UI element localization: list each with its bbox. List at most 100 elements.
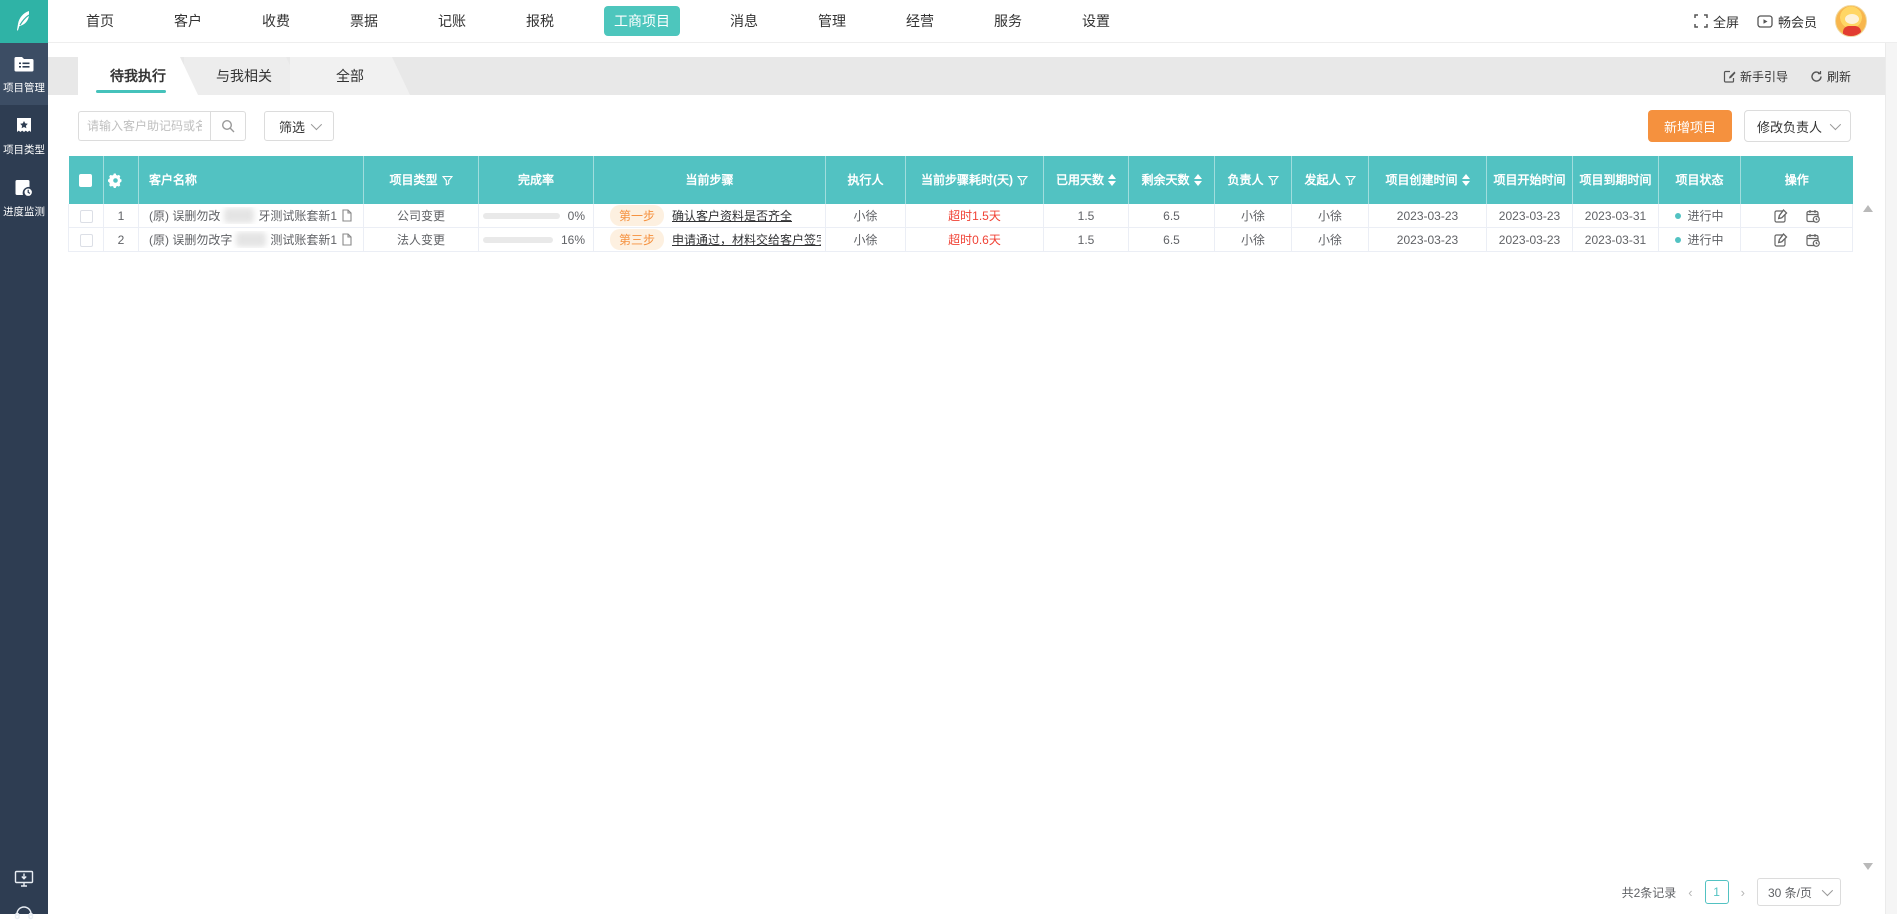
col-customer-name: 客户名称	[149, 173, 197, 187]
step-elapsed-overdue: 超时1.5天	[948, 209, 1001, 223]
nav-item-customers[interactable]: 客户	[164, 6, 212, 36]
initiator: 小徐	[1318, 233, 1342, 247]
filter-funnel-icon[interactable]	[1017, 175, 1028, 186]
beginner-guide-button[interactable]: 新手引导	[1723, 68, 1788, 85]
initiator: 小徐	[1318, 209, 1342, 223]
customer-name: 牙测试账套新1	[258, 207, 337, 224]
col-actions: 操作	[1785, 173, 1809, 187]
row-checkbox[interactable]	[80, 210, 93, 223]
chevron-down-icon	[311, 119, 322, 130]
nav-item-tax[interactable]: 报税	[516, 6, 564, 36]
nav-item-operations[interactable]: 经营	[896, 6, 944, 36]
remaining-days: 6.5	[1163, 233, 1180, 247]
sidebar-item-progress-monitor[interactable]: 进度监测	[0, 167, 48, 229]
filter-funnel-icon[interactable]	[442, 175, 453, 186]
calendar-clock-icon[interactable]	[1806, 209, 1820, 223]
chevron-down-icon	[1830, 119, 1841, 130]
sidebar-item-label: 进度监测	[3, 203, 45, 218]
download-client-icon[interactable]	[14, 870, 34, 888]
step-link[interactable]: 确认客户资料是否齐全	[672, 207, 792, 224]
page-scrollbar[interactable]	[1885, 43, 1897, 914]
col-status: 项目状态	[1675, 173, 1723, 187]
redaction-blur	[224, 208, 254, 223]
edit-icon[interactable]	[1774, 209, 1788, 223]
fullscreen-icon	[1694, 14, 1708, 28]
sort-icon[interactable]	[1108, 174, 1116, 186]
col-owner: 负责人	[1227, 171, 1263, 189]
nav-item-home[interactable]: 首页	[76, 6, 124, 36]
page-number-button[interactable]: 1	[1705, 880, 1729, 904]
sort-icon[interactable]	[1194, 174, 1202, 186]
new-project-button[interactable]: 新增项目	[1648, 110, 1732, 142]
refresh-button[interactable]: 刷新	[1810, 68, 1851, 85]
filter-funnel-icon[interactable]	[1345, 175, 1356, 186]
scroll-down-arrow-icon[interactable]	[1863, 863, 1873, 870]
page-size-select[interactable]: 30 条/页	[1757, 878, 1841, 906]
top-navbar: 首页 客户 收费 票据 记账 报税 工商项目 消息 管理 经营 服务 设置 全屏	[0, 0, 1897, 43]
sidebar-item-project-types[interactable]: 项目类型	[0, 105, 48, 167]
support-headset-icon[interactable]	[14, 904, 34, 920]
prev-page-icon[interactable]: ‹	[1686, 885, 1694, 900]
refresh-icon	[1810, 70, 1823, 83]
nav-item-business-projects[interactable]: 工商项目	[604, 6, 680, 36]
sort-icon[interactable]	[1462, 174, 1470, 186]
next-page-icon[interactable]: ›	[1739, 885, 1747, 900]
row-index: 1	[118, 209, 125, 223]
nav-item-services[interactable]: 服务	[984, 6, 1032, 36]
table-header-row: 客户名称 项目类型 完成率 当前步骤 执行人 当前步骤耗时(天) 已用天数 剩余…	[69, 156, 1853, 204]
app-logo[interactable]	[0, 0, 48, 43]
customer-name: 测试账套新1	[270, 231, 337, 248]
search-button[interactable]	[210, 111, 246, 141]
nav-item-management[interactable]: 管理	[808, 6, 856, 36]
step-link[interactable]: 申请通过，材料交给客户签字	[672, 231, 821, 248]
scroll-up-arrow-icon[interactable]	[1863, 205, 1873, 212]
project-type: 公司变更	[397, 209, 445, 223]
col-due-time: 项目到期时间	[1579, 173, 1651, 187]
nav-item-messages[interactable]: 消息	[720, 6, 768, 36]
tab-pending-my-action[interactable]: 待我执行	[78, 57, 198, 95]
customer-search-input[interactable]	[78, 111, 210, 141]
tab-related-to-me[interactable]: 与我相关	[184, 57, 304, 95]
executor: 小徐	[853, 233, 877, 247]
nav-item-bookkeeping[interactable]: 记账	[428, 6, 476, 36]
project-type: 法人变更	[397, 233, 445, 247]
modify-owner-button[interactable]: 修改负责人	[1744, 110, 1851, 142]
document-icon[interactable]	[341, 233, 353, 246]
calendar-clock-icon[interactable]	[1806, 233, 1820, 247]
customer-name: (原) 误删勿改	[149, 207, 220, 224]
nav-item-settings[interactable]: 设置	[1072, 6, 1120, 36]
row-checkbox[interactable]	[80, 234, 93, 247]
status-dot	[1675, 213, 1681, 219]
tab-all[interactable]: 全部	[290, 57, 410, 95]
select-all-checkbox[interactable]	[79, 174, 92, 187]
table-row: 1 (原) 误删勿改 牙测试账套新1	[69, 204, 1853, 228]
nav-item-billing[interactable]: 收费	[252, 6, 300, 36]
sidebar-item-project-management[interactable]: 项目管理	[0, 43, 48, 105]
guide-label: 新手引导	[1740, 68, 1788, 85]
edit-icon[interactable]	[1774, 233, 1788, 247]
column-settings-gear-icon[interactable]	[108, 173, 134, 188]
executor: 小徐	[853, 209, 877, 223]
filter-funnel-icon[interactable]	[1268, 175, 1279, 186]
start-date: 2023-03-23	[1499, 233, 1560, 247]
record-count: 共2条记录	[1622, 884, 1677, 901]
member-button[interactable]: 畅会员	[1757, 12, 1817, 31]
left-sidebar: 项目管理 项目类型 进度监测	[0, 43, 48, 914]
search-icon	[221, 119, 235, 133]
user-avatar[interactable]	[1835, 5, 1867, 37]
due-date: 2023-03-31	[1585, 233, 1646, 247]
col-executor: 执行人	[847, 173, 883, 187]
table-row: 2 (原) 误删勿改字 测试账套新1	[69, 228, 1853, 252]
tab-strip: 待我执行 与我相关 全部 新手引导	[48, 57, 1897, 95]
nav-item-invoices[interactable]: 票据	[340, 6, 388, 36]
sidebar-item-label: 项目类型	[3, 141, 45, 156]
table-scrollbar[interactable]	[1861, 205, 1875, 870]
tab-label: 全部	[336, 66, 364, 86]
document-icon[interactable]	[341, 209, 353, 222]
filter-label: 筛选	[279, 117, 305, 136]
fullscreen-button[interactable]: 全屏	[1694, 12, 1739, 31]
step-badge: 第三步	[610, 229, 664, 250]
filter-dropdown-button[interactable]: 筛选	[264, 111, 334, 141]
sidebar-item-label: 项目管理	[3, 79, 45, 94]
play-icon	[1757, 15, 1773, 28]
